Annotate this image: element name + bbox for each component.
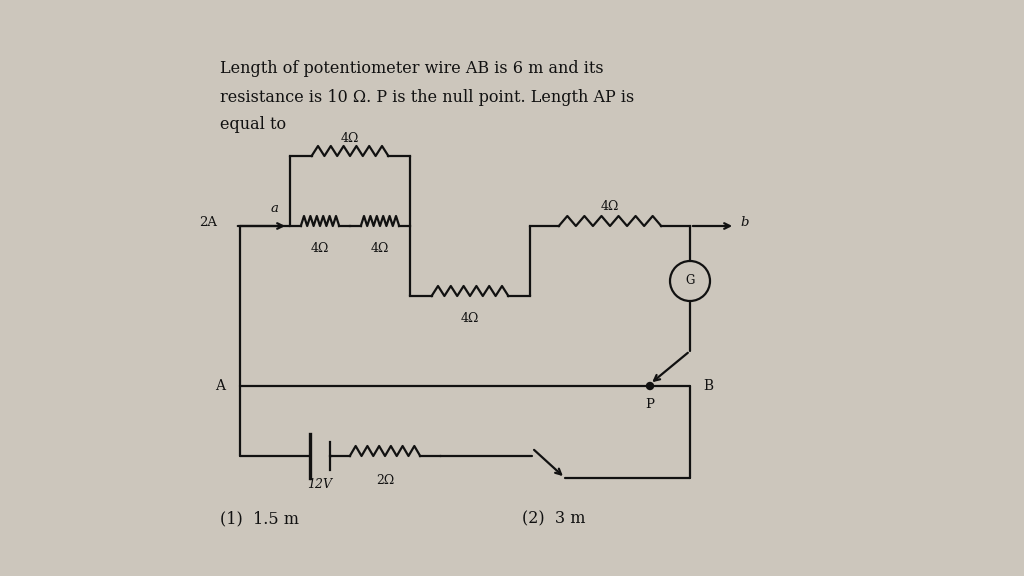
Text: 4Ω: 4Ω xyxy=(311,241,329,255)
Text: 4Ω: 4Ω xyxy=(371,241,389,255)
Circle shape xyxy=(646,382,653,389)
Text: P: P xyxy=(645,397,654,411)
Text: A: A xyxy=(215,379,225,393)
Text: Length of potentiometer wire AB is 6 m and its: Length of potentiometer wire AB is 6 m a… xyxy=(220,60,604,78)
Text: resistance is 10 Ω. P is the null point. Length AP is: resistance is 10 Ω. P is the null point.… xyxy=(220,89,635,107)
Text: 4Ω: 4Ω xyxy=(461,312,479,324)
Text: B: B xyxy=(703,379,713,393)
Text: (2)  3 m: (2) 3 m xyxy=(522,510,586,527)
Text: b: b xyxy=(740,217,750,229)
Text: G: G xyxy=(685,275,694,287)
Text: a: a xyxy=(270,203,278,215)
Text: equal to: equal to xyxy=(220,116,287,134)
Text: 2A: 2A xyxy=(199,217,217,229)
Text: 12V: 12V xyxy=(307,478,333,491)
Text: (1)  1.5 m: (1) 1.5 m xyxy=(220,510,299,527)
Text: 4Ω: 4Ω xyxy=(341,131,359,145)
Text: 4Ω: 4Ω xyxy=(601,199,620,213)
Text: 2Ω: 2Ω xyxy=(376,475,394,487)
